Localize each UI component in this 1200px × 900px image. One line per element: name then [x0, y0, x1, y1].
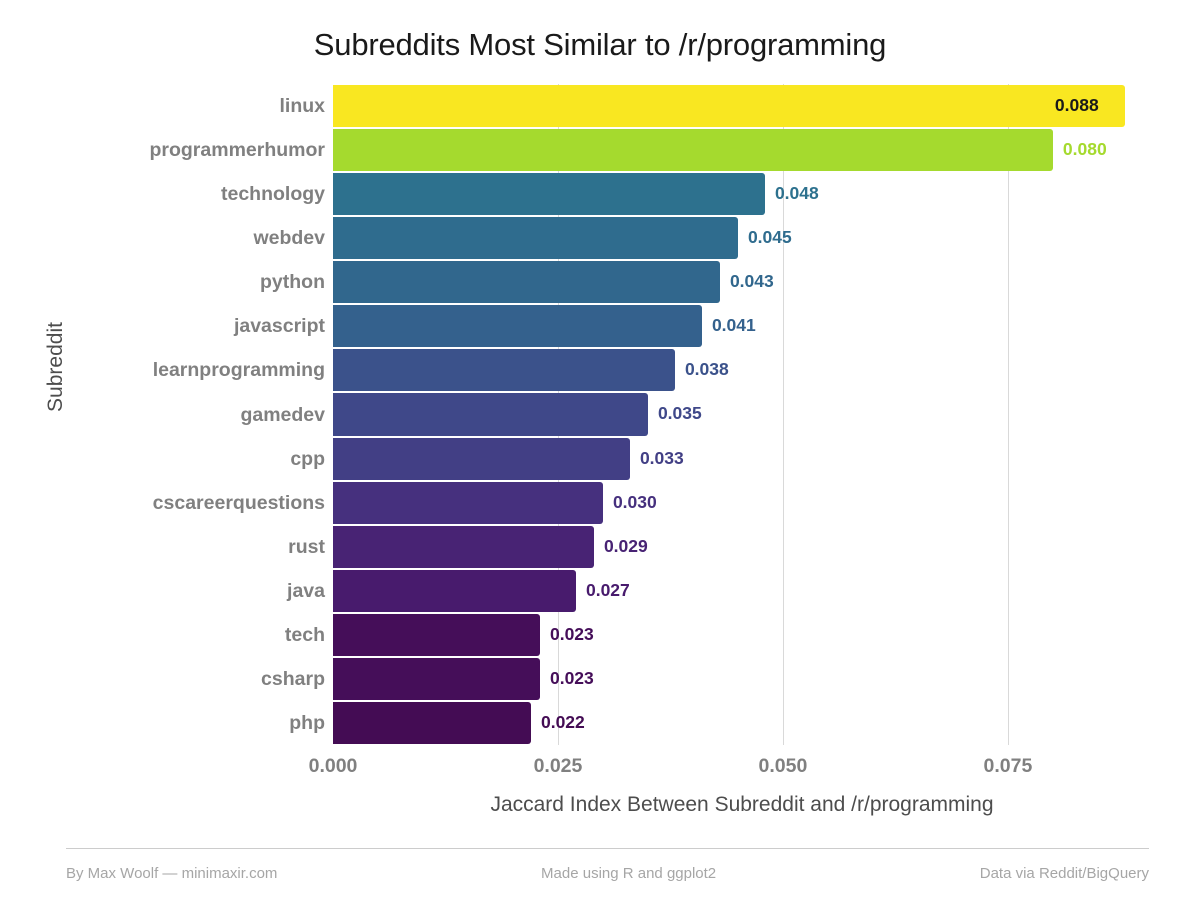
bar-row[interactable]: 0.030	[333, 481, 1151, 525]
y-tick-label: csharp	[261, 667, 325, 690]
bar[interactable]	[333, 85, 1125, 128]
bar-value-label: 0.027	[585, 579, 630, 600]
bar[interactable]	[333, 657, 540, 700]
y-tick-label: python	[260, 271, 325, 294]
bar[interactable]	[333, 481, 603, 524]
y-tick-label: javascript	[233, 315, 325, 338]
bar[interactable]	[333, 613, 540, 656]
bar[interactable]	[333, 437, 630, 480]
x-tick-label: 0.000	[308, 755, 358, 777]
bar-value-label: 0.022	[540, 711, 585, 732]
x-tick-label: 0.050	[758, 755, 808, 777]
bar-value-label: 0.023	[549, 623, 594, 644]
bar-row[interactable]: 0.029	[333, 525, 1151, 569]
y-tick-label: webdev	[253, 227, 325, 250]
chart-title: Subreddits Most Similar to /r/programmin…	[313, 27, 887, 62]
bar[interactable]	[333, 525, 594, 568]
y-tick-label: java	[287, 579, 325, 602]
bar-row[interactable]: 0.035	[333, 392, 1151, 436]
footer-tooling: Made using R and ggplot2	[541, 864, 717, 882]
bar-value-label: 0.030	[612, 491, 657, 512]
bar[interactable]	[333, 173, 765, 216]
bar-row[interactable]: 0.038	[333, 348, 1151, 392]
bar-row[interactable]: 0.048	[333, 172, 1151, 216]
y-tick-label: linux	[279, 95, 325, 118]
bar[interactable]	[333, 393, 648, 436]
bar-value-label: 0.033	[639, 447, 684, 468]
y-tick-label: rust	[288, 535, 325, 558]
bar[interactable]	[333, 261, 720, 304]
plot-area: 0.088 0.080 0.048 0.045 0.043 0.041 0.038 0.035…	[333, 84, 1151, 745]
bar-row[interactable]: 0.023	[333, 657, 1151, 701]
x-tick-label: 0.025	[533, 755, 583, 777]
bar-value-label: 0.041	[711, 315, 756, 336]
bar[interactable]	[333, 217, 738, 260]
gridline	[782, 84, 784, 745]
footer-source: Data via Reddit/BigQuery	[979, 864, 1149, 882]
y-axis-tick-labels: linux programmerhumor technology webdev pyth…	[42, 84, 325, 745]
footer-credit: By Max Woolf — minimaxir.com	[66, 864, 278, 882]
y-tick-label: gamedev	[240, 403, 325, 426]
y-tick-label: learnprogramming	[152, 359, 325, 382]
bar-row[interactable]: 0.045	[333, 216, 1151, 260]
bar-row[interactable]: 0.027	[333, 569, 1151, 613]
y-tick-label: technology	[220, 183, 325, 206]
bar-value-label: 0.043	[729, 271, 774, 292]
bar[interactable]	[333, 305, 702, 348]
bar-value-label: 0.045	[747, 227, 792, 248]
bar[interactable]	[333, 569, 576, 612]
footer-divider	[66, 848, 1149, 849]
y-tick-label: cscareerquestions	[152, 491, 325, 514]
bar[interactable]	[333, 129, 1053, 172]
bar-value-label: 0.035	[657, 403, 702, 424]
bar-value-label: 0.080	[1062, 139, 1107, 160]
bar[interactable]	[333, 701, 531, 744]
bars-layer: 0.088 0.080 0.048 0.045 0.043 0.041 0.038 0.035…	[333, 84, 1151, 745]
bar-value-label: 0.038	[684, 359, 729, 380]
bar[interactable]	[333, 349, 675, 392]
bar-row[interactable]: 0.023	[333, 613, 1151, 657]
x-axis-title: Jaccard Index Between Subreddit and /r/p…	[490, 793, 994, 816]
gridline	[1007, 84, 1009, 745]
bar-row[interactable]: 0.088	[333, 84, 1151, 128]
bar-value-label: 0.023	[549, 667, 594, 688]
y-tick-label: cpp	[290, 447, 325, 470]
bar-value-label: 0.048	[774, 183, 819, 204]
bar-row[interactable]: 0.033	[333, 437, 1151, 481]
y-tick-label: php	[289, 711, 325, 734]
bar-value-label: 0.029	[603, 535, 648, 556]
bar-row[interactable]: 0.022	[333, 701, 1151, 745]
bar-value-label: 0.088	[1054, 95, 1099, 116]
y-tick-label: tech	[284, 623, 325, 646]
bar-row[interactable]: 0.043	[333, 260, 1151, 304]
x-tick-label: 0.075	[983, 755, 1033, 777]
footer-caption: By Max Woolf — minimaxir.com Made using …	[66, 858, 1149, 888]
y-tick-label: programmerhumor	[149, 139, 325, 162]
bar-row[interactable]: 0.080	[333, 128, 1151, 172]
bar-row[interactable]: 0.041	[333, 304, 1151, 348]
